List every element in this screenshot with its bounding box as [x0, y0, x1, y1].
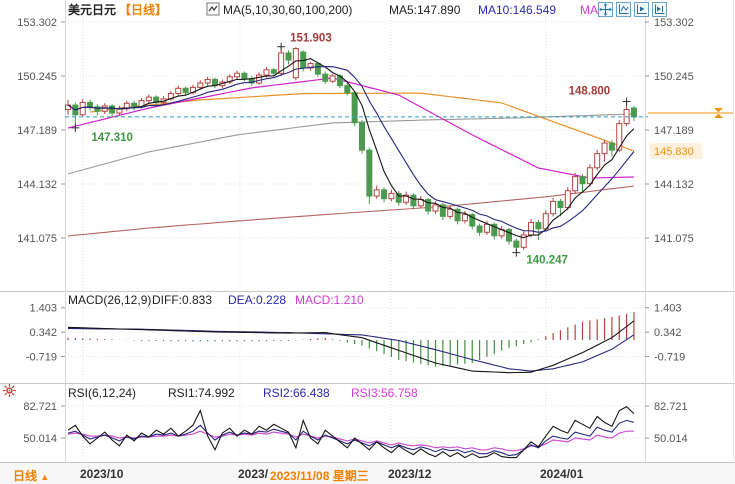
indicator-settings-sun-icon[interactable]: [2, 383, 17, 403]
axis-tick-label: 1.403: [654, 303, 682, 315]
rsi2-value-label: RSI2:66.438: [263, 386, 330, 400]
axis-tick-label: 150.245: [654, 71, 694, 83]
rsi3-line: [67, 430, 634, 452]
low-marker: 140.247: [512, 248, 568, 267]
low-price-label: 140.247: [526, 255, 568, 267]
crosshair-date-label: 2023/11/08 星期三: [268, 467, 371, 484]
period-selector-label: 日线: [13, 469, 38, 483]
macd-title: MACD(26,12,9): [68, 293, 152, 307]
axis-tick-label: 141.075: [654, 233, 694, 245]
macd-diff-label: DIFF:0.833: [152, 293, 213, 307]
candles-layer: [65, 46, 637, 253]
axis-tick-label: 0.342: [654, 327, 682, 339]
axis-tick-label: 144.132: [17, 179, 57, 191]
x-axis-label: 2023/10: [80, 467, 124, 481]
high-marker: 151.903: [277, 33, 332, 51]
period-selector-arrow-icon: ▲: [40, 472, 50, 482]
high-price-label: 151.903: [290, 33, 332, 45]
axis-tick-label: 153.302: [17, 17, 57, 29]
x-axis-label: 2024/01: [540, 467, 584, 481]
indicator-chart-icon: [206, 2, 220, 21]
rsi1-line: [67, 406, 635, 459]
time-axis-bar: 日线 ▲ 2023/10 2023/11 2023/12 2024/01 2023/1…: [0, 462, 735, 484]
ma5-value-label: MA5:147.890: [389, 3, 461, 17]
axis-tick-label: 144.132: [654, 179, 694, 191]
symbol-title: 美元日元: [68, 3, 117, 17]
axis-tick-label: -0.719: [26, 352, 57, 364]
high-marker: 148.800: [569, 86, 631, 106]
axis-tick-label: 50.014: [654, 433, 688, 445]
axis-tick-label: 82.721: [654, 401, 688, 413]
gridlines: [65, 21, 645, 439]
macd-diff-line: [67, 320, 635, 374]
low-marker: 147.310: [71, 123, 133, 144]
macd-dea-line: [67, 327, 635, 372]
ma10-line: [67, 66, 635, 233]
ma10-value-label: MA10:146.549: [478, 3, 557, 17]
x-axis-label: 2023/12: [388, 467, 432, 481]
axis-tick-label: 153.302: [654, 17, 694, 29]
axis-tick-label: 82.721: [23, 401, 57, 413]
ma200-line: [67, 185, 634, 237]
scroll-right-icon[interactable]: [634, 2, 649, 17]
axis-tick-label: 147.189: [17, 125, 57, 137]
rsi1-value-label: RSI1:74.992: [168, 386, 235, 400]
period-tag: 【日线】: [119, 3, 168, 17]
rsi2-line: [67, 419, 635, 457]
ma-value-axis-label: 145.830: [654, 146, 694, 158]
axis-labels: 153.302 153.302 150.245 150.245 147.189 147.1…: [17, 17, 702, 445]
high-price-label: 148.800: [569, 86, 611, 98]
axis-tick-label: 150.245: [17, 71, 57, 83]
orange-axis-line: [648, 108, 733, 118]
axis-tick-label: -0.719: [654, 352, 685, 364]
macd-dea-label: DEA:0.228: [228, 293, 287, 307]
ma-settings-label: MA(5,10,30,60,100,200): [223, 3, 353, 17]
rsi-title: RSI(6,12,24): [68, 386, 137, 400]
ma5-line: [67, 58, 635, 239]
fit-axis-icon[interactable]: [616, 2, 631, 17]
low-price-label: 147.310: [91, 132, 133, 144]
ma100-line: [67, 113, 634, 175]
axis-tick-label: 0.342: [29, 327, 57, 339]
axis-tick-label: 147.189: [654, 125, 694, 137]
axis-tick-label: 1.403: [29, 303, 57, 315]
period-selector[interactable]: 日线 ▲: [13, 467, 49, 484]
jump-to-latest-icon[interactable]: [652, 2, 667, 17]
pan-icon[interactable]: [598, 2, 613, 17]
axis-tick-label: 141.075: [17, 233, 57, 245]
macd-histogram: [67, 312, 635, 367]
macd-value-label: MACD:1.210: [295, 293, 364, 307]
axis-tick-label: 50.014: [23, 433, 57, 445]
rsi3-value-label: RSI3:56.758: [351, 386, 418, 400]
